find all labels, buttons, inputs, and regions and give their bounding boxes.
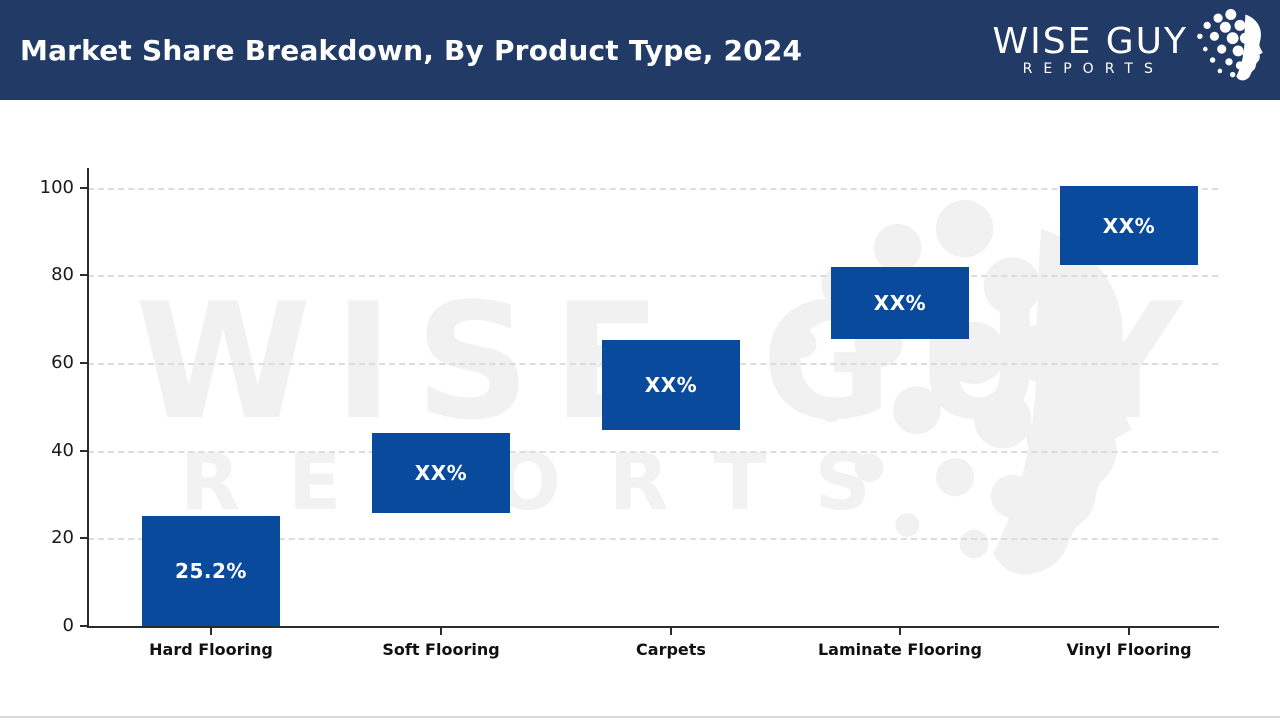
bar-value-label-soft-flooring: XX% — [414, 460, 468, 485]
x-tick-laminate-flooring — [899, 628, 901, 635]
category-label-soft-flooring: Soft Flooring — [382, 640, 500, 659]
y-tick-label-0: 0 — [62, 615, 74, 636]
y-tick-20 — [80, 537, 87, 540]
category-label-carpets: Carpets — [636, 640, 706, 659]
bar-hard-flooring: 25.2% — [142, 515, 280, 626]
category-label-vinyl-flooring: Vinyl Flooring — [1066, 640, 1192, 659]
bar-value-label-vinyl-flooring: XX% — [1102, 213, 1156, 238]
y-tick-100 — [80, 186, 87, 189]
dotted-head-icon — [1197, 9, 1263, 81]
page-title: Market Share Breakdown, By Product Type,… — [20, 33, 803, 67]
gridline-40 — [88, 450, 1218, 453]
bar-value-label-carpets: XX% — [644, 373, 698, 398]
logo-text: WISE GUY REPORTS — [993, 23, 1189, 77]
x-tick-hard-flooring — [210, 628, 212, 635]
y-tick-0 — [80, 625, 87, 627]
y-tick-40 — [80, 449, 87, 452]
category-label-hard-flooring: Hard Flooring — [149, 640, 273, 659]
y-axis-line — [87, 168, 89, 627]
logo-brand-name: WISE GUY — [992, 21, 1188, 63]
x-tick-soft-flooring — [440, 628, 442, 635]
gridline-80 — [88, 275, 1218, 278]
bar-soft-flooring: XX% — [372, 433, 510, 513]
gridline-100 — [88, 187, 1218, 190]
gridline-20 — [88, 538, 1218, 541]
y-tick-60 — [80, 361, 87, 364]
wise-guy-reports-logo: WISE GUY REPORTS — [993, 9, 1280, 91]
category-label-laminate-flooring: Laminate Flooring — [817, 640, 983, 659]
x-tick-carpets — [670, 628, 672, 635]
logo-brand-subtitle: REPORTS — [1022, 60, 1164, 77]
header-band: Market Share Breakdown, By Product Type,… — [0, 0, 1280, 100]
bar-laminate-flooring: XX% — [831, 266, 969, 340]
y-tick-label-40: 40 — [51, 439, 74, 461]
y-tick-label-100: 100 — [39, 176, 74, 198]
y-tick-label-80: 80 — [51, 264, 74, 286]
footer-rule — [0, 716, 1280, 718]
bar-value-label-laminate-flooring: XX% — [873, 291, 927, 316]
bar-vinyl-flooring: XX% — [1060, 186, 1198, 266]
y-tick-label-60: 60 — [51, 351, 74, 373]
x-axis-line — [87, 626, 1219, 628]
y-tick-80 — [80, 274, 87, 277]
y-tick-label-20: 20 — [51, 527, 74, 549]
bar-value-label-hard-flooring: 25.2% — [175, 558, 247, 583]
bar-carpets: XX% — [602, 340, 740, 431]
x-tick-vinyl-flooring — [1128, 628, 1130, 635]
watermark-subtitle-text: REPORTS — [180, 438, 919, 528]
